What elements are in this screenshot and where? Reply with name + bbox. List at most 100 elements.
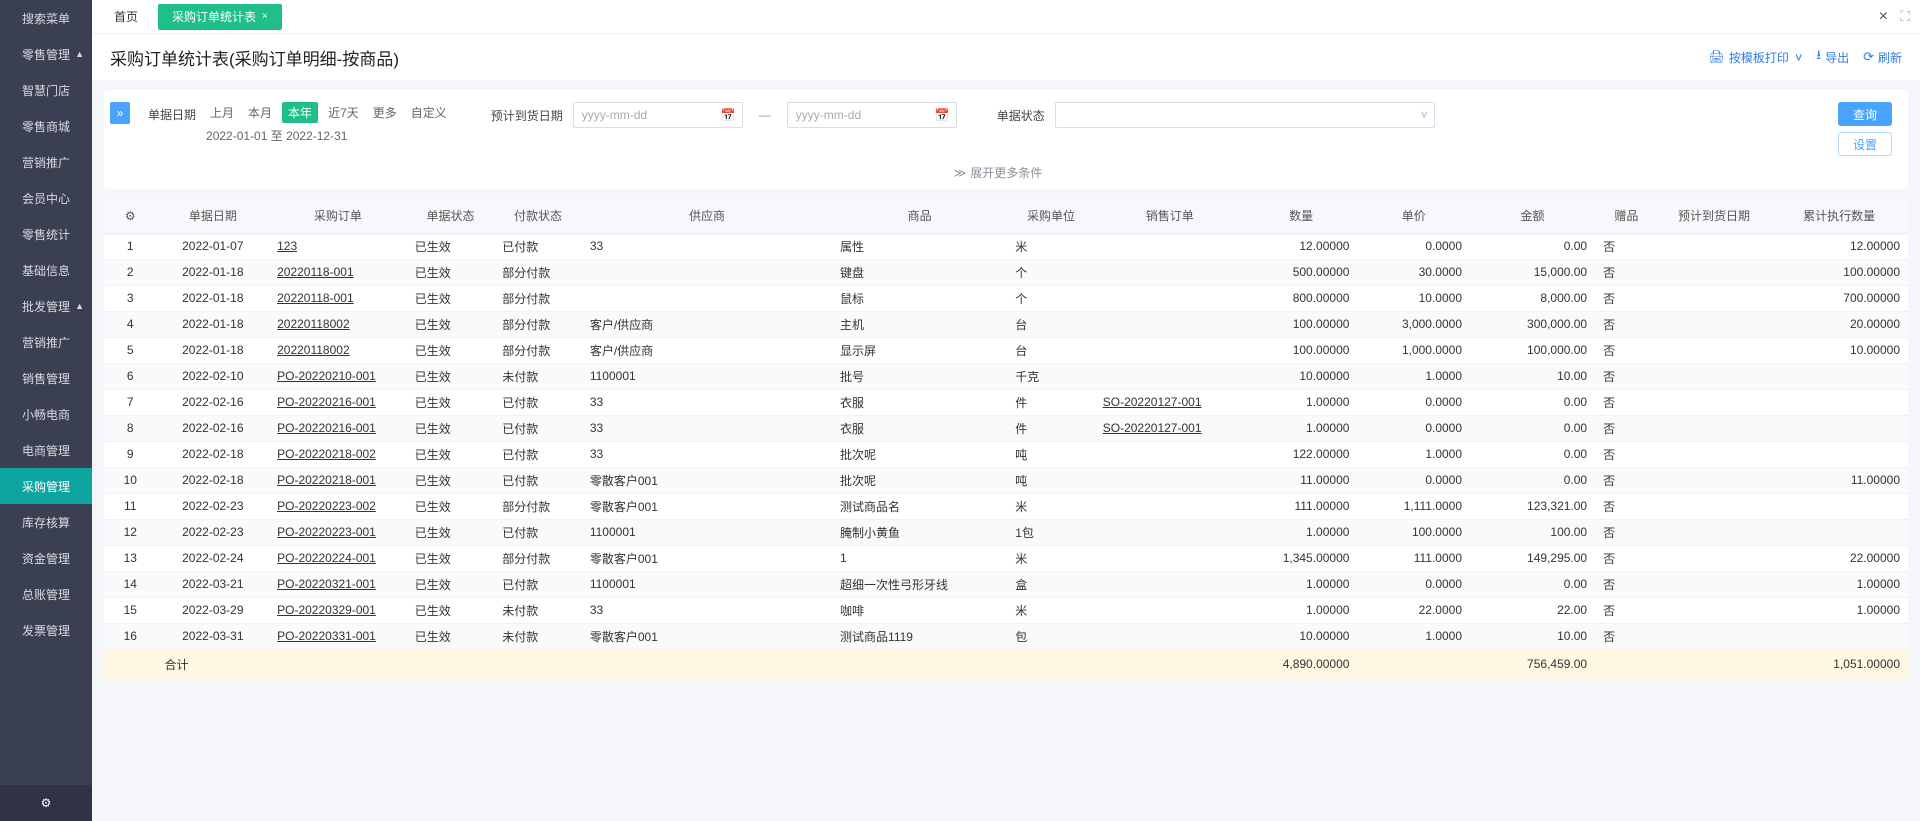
sidebar-item-智慧门店[interactable]: 智慧门店 bbox=[0, 72, 92, 108]
status-select[interactable]: ˅ bbox=[1055, 102, 1435, 128]
table-row[interactable]: 42022-01-1820220118002已生效部分付款客户/供应商主机台10… bbox=[104, 311, 1908, 337]
cell-po: 20220118-001 bbox=[269, 285, 407, 311]
cell-so bbox=[1095, 259, 1245, 285]
table-header[interactable]: 单据状态 bbox=[407, 199, 495, 233]
po-link[interactable]: 20220118-001 bbox=[277, 291, 354, 305]
tab-close-icon[interactable]: × bbox=[262, 11, 268, 22]
chevron-down-icon: ˅ bbox=[1421, 108, 1428, 122]
table-row[interactable]: 32022-01-1820220118-001已生效部分付款鼠标个800.000… bbox=[104, 285, 1908, 311]
sidebar-item-基础信息[interactable]: 基础信息 bbox=[0, 252, 92, 288]
sidebar-group[interactable]: 批发管理▲ bbox=[0, 288, 92, 324]
table-header[interactable]: 单据日期 bbox=[157, 199, 270, 233]
sidebar-item-销售管理[interactable]: 销售管理 bbox=[0, 360, 92, 396]
table-header[interactable]: 预计到货日期 bbox=[1658, 199, 1771, 233]
table-header[interactable]: 金额 bbox=[1470, 199, 1595, 233]
po-link[interactable]: 20220118002 bbox=[277, 343, 350, 357]
date-quick-本年[interactable]: 本年 bbox=[282, 102, 318, 123]
table-row[interactable]: 22022-01-1820220118-001已生效部分付款键盘个500.000… bbox=[104, 259, 1908, 285]
so-link[interactable]: SO-20220127-001 bbox=[1103, 421, 1202, 435]
sidebar-item-小畅电商[interactable]: 小畅电商 bbox=[0, 396, 92, 432]
po-link[interactable]: PO-20220218-001 bbox=[277, 473, 376, 487]
refresh-button[interactable]: ⟳刷新 bbox=[1863, 49, 1902, 66]
cell-unit: 吨 bbox=[1007, 467, 1095, 493]
date-quick-自定义[interactable]: 自定义 bbox=[407, 102, 451, 123]
table-header[interactable]: 商品 bbox=[832, 199, 1007, 233]
sidebar-group[interactable]: 零售管理▲ bbox=[0, 36, 92, 72]
table-gear-icon[interactable]: ⚙ bbox=[104, 199, 157, 233]
sidebar-item-营销推广[interactable]: 营销推广 bbox=[0, 144, 92, 180]
sidebar-item-营销推广[interactable]: 营销推广 bbox=[0, 324, 92, 360]
expand-filters-button[interactable]: ≫展开更多条件 bbox=[104, 156, 1892, 189]
po-link[interactable]: 20220118-001 bbox=[277, 265, 354, 279]
print-button[interactable]: 🖨按模板打印˅ bbox=[1708, 49, 1802, 66]
sidebar-item-总账管理[interactable]: 总账管理 bbox=[0, 576, 92, 612]
table-row[interactable]: 82022-02-16PO-20220216-001已生效已付款33衣服件SO-… bbox=[104, 415, 1908, 441]
predict-date-from[interactable]: yyyy-mm-dd📅 bbox=[573, 102, 743, 128]
table-row[interactable]: 102022-02-18PO-20220218-001已生效已付款零散客户001… bbox=[104, 467, 1908, 493]
table-header[interactable]: 累计执行数量 bbox=[1770, 199, 1908, 233]
date-quick-上月[interactable]: 上月 bbox=[206, 102, 238, 123]
cell-date: 2022-03-31 bbox=[157, 623, 270, 649]
table-header[interactable]: 付款状态 bbox=[494, 199, 582, 233]
table-row[interactable]: 132022-02-24PO-20220224-001已生效部分付款零散客户00… bbox=[104, 545, 1908, 571]
sidebar-item-零售统计[interactable]: 零售统计 bbox=[0, 216, 92, 252]
sidebar-item-电商管理[interactable]: 电商管理 bbox=[0, 432, 92, 468]
date-quick-更多[interactable]: 更多 bbox=[369, 102, 401, 123]
table-header[interactable]: 销售订单 bbox=[1095, 199, 1245, 233]
setting-button[interactable]: 设置 bbox=[1838, 132, 1892, 156]
po-link[interactable]: PO-20220224-001 bbox=[277, 551, 376, 565]
tab-active[interactable]: 采购订单统计表 × bbox=[158, 4, 282, 30]
po-link[interactable]: PO-20220329-001 bbox=[277, 603, 376, 617]
cell-date: 2022-03-21 bbox=[157, 571, 270, 597]
sidebar-item-资金管理[interactable]: 资金管理 bbox=[0, 540, 92, 576]
po-link[interactable]: PO-20220223-002 bbox=[277, 499, 376, 513]
table-row[interactable]: 122022-02-23PO-20220223-001已生效已付款1100001… bbox=[104, 519, 1908, 545]
table-row[interactable]: 52022-01-1820220118002已生效部分付款客户/供应商显示屏台1… bbox=[104, 337, 1908, 363]
table-header[interactable]: 供应商 bbox=[582, 199, 832, 233]
po-link[interactable]: PO-20220218-002 bbox=[277, 447, 376, 461]
sidebar-settings-icon[interactable]: ⚙ bbox=[0, 785, 92, 821]
po-link[interactable]: PO-20220321-001 bbox=[277, 577, 376, 591]
po-link[interactable]: PO-20220223-001 bbox=[277, 525, 376, 539]
sidebar-item-零售商城[interactable]: 零售商城 bbox=[0, 108, 92, 144]
table-header[interactable]: 采购订单 bbox=[269, 199, 407, 233]
tab-home[interactable]: 首页 bbox=[100, 4, 152, 30]
sidebar-item-发票管理[interactable]: 发票管理 bbox=[0, 612, 92, 648]
so-link[interactable]: SO-20220127-001 bbox=[1103, 395, 1202, 409]
export-button[interactable]: ⭳导出 bbox=[1817, 46, 1850, 68]
date-quick-本月[interactable]: 本月 bbox=[244, 102, 276, 123]
sidebar-item-会员中心[interactable]: 会员中心 bbox=[0, 180, 92, 216]
po-link[interactable]: PO-20220210-001 bbox=[277, 369, 376, 383]
tabbar-close-icon[interactable]: × bbox=[1879, 8, 1888, 26]
table-row[interactable]: 72022-02-16PO-20220216-001已生效已付款33衣服件SO-… bbox=[104, 389, 1908, 415]
cell-price: 1.0000 bbox=[1357, 623, 1470, 649]
table-row[interactable]: 92022-02-18PO-20220218-002已生效已付款33批次呢吨12… bbox=[104, 441, 1908, 467]
table-header[interactable]: 采购单位 bbox=[1007, 199, 1095, 233]
date-quick-近7天[interactable]: 近7天 bbox=[324, 102, 363, 123]
sidebar-item-采购管理[interactable]: 采购管理 bbox=[0, 468, 92, 504]
table-row[interactable]: 162022-03-31PO-20220331-001已生效未付款零散客户001… bbox=[104, 623, 1908, 649]
po-link[interactable]: PO-20220331-001 bbox=[277, 629, 376, 643]
cell-pay: 未付款 bbox=[494, 597, 582, 623]
cell-price: 0.0000 bbox=[1357, 415, 1470, 441]
po-link[interactable]: PO-20220216-001 bbox=[277, 421, 376, 435]
cell-st: 已生效 bbox=[407, 441, 495, 467]
table-row[interactable]: 112022-02-23PO-20220223-002已生效部分付款零散客户00… bbox=[104, 493, 1908, 519]
table-row[interactable]: 142022-03-21PO-20220321-001已生效已付款1100001… bbox=[104, 571, 1908, 597]
po-link[interactable]: 123 bbox=[277, 239, 297, 253]
table-header[interactable]: 单价 bbox=[1357, 199, 1470, 233]
predict-date-to[interactable]: yyyy-mm-dd📅 bbox=[787, 102, 957, 128]
table-row[interactable]: 62022-02-10PO-20220210-001已生效未付款1100001批… bbox=[104, 363, 1908, 389]
cell-unit: 米 bbox=[1007, 493, 1095, 519]
query-button[interactable]: 查询 bbox=[1838, 102, 1892, 126]
sidebar-item-库存核算[interactable]: 库存核算 bbox=[0, 504, 92, 540]
fullscreen-icon[interactable]: ⛶ bbox=[1900, 8, 1910, 25]
table-header[interactable]: 数量 bbox=[1245, 199, 1358, 233]
po-link[interactable]: 20220118002 bbox=[277, 317, 350, 331]
table-row[interactable]: 12022-01-07123已生效已付款33属性米12.000000.00000… bbox=[104, 233, 1908, 259]
po-link[interactable]: PO-20220216-001 bbox=[277, 395, 376, 409]
table-row[interactable]: 152022-03-29PO-20220329-001已生效未付款33咖啡米1.… bbox=[104, 597, 1908, 623]
sidebar-search[interactable]: 搜索菜单 bbox=[0, 0, 92, 36]
table-header[interactable]: 赠品 bbox=[1595, 199, 1658, 233]
filter-collapse-icon[interactable]: » bbox=[110, 102, 130, 124]
